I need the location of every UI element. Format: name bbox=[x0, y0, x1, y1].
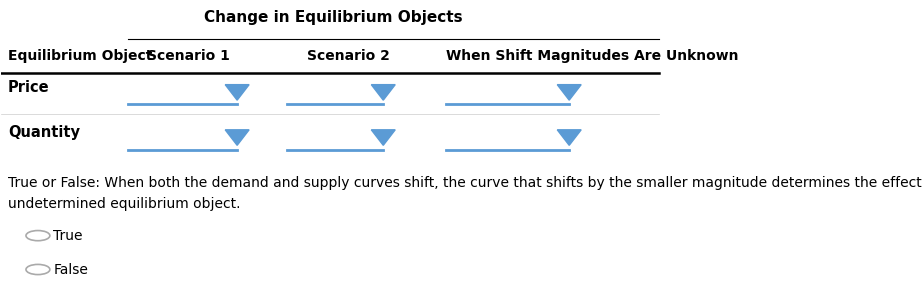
Text: Price: Price bbox=[8, 80, 50, 95]
Polygon shape bbox=[225, 85, 249, 100]
Polygon shape bbox=[372, 85, 396, 100]
Text: Change in Equilibrium Objects: Change in Equilibrium Objects bbox=[204, 10, 463, 25]
Text: Quantity: Quantity bbox=[8, 125, 80, 140]
Text: True: True bbox=[53, 229, 83, 243]
Text: Scenario 2: Scenario 2 bbox=[307, 49, 390, 63]
Text: False: False bbox=[53, 262, 89, 276]
Text: Equilibrium Object: Equilibrium Object bbox=[8, 49, 152, 63]
Polygon shape bbox=[225, 130, 249, 145]
Polygon shape bbox=[557, 130, 581, 145]
Text: Scenario 1: Scenario 1 bbox=[148, 49, 230, 63]
Polygon shape bbox=[372, 130, 396, 145]
Text: When Shift Magnitudes Are Unknown: When Shift Magnitudes Are Unknown bbox=[446, 49, 739, 63]
Text: True or False: When both the demand and supply curves shift, the curve that shif: True or False: When both the demand and … bbox=[8, 176, 922, 211]
Polygon shape bbox=[557, 85, 581, 100]
